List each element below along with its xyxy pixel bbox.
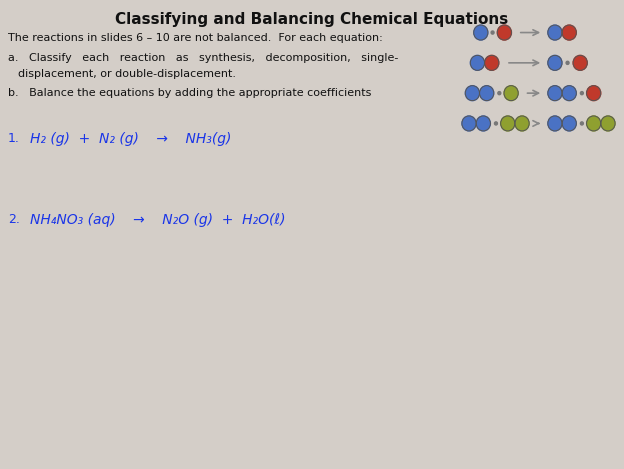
Circle shape: [566, 61, 569, 64]
Circle shape: [562, 25, 577, 40]
Circle shape: [476, 116, 490, 131]
Text: The reactions in slides 6 – 10 are not balanced.  For each equation:: The reactions in slides 6 – 10 are not b…: [8, 32, 383, 43]
Circle shape: [498, 91, 501, 95]
Circle shape: [466, 86, 479, 101]
Circle shape: [573, 55, 587, 70]
Text: 1.: 1.: [8, 132, 20, 145]
Circle shape: [497, 25, 512, 40]
Circle shape: [587, 116, 601, 131]
Circle shape: [562, 116, 577, 131]
Circle shape: [587, 86, 601, 101]
Text: b.   Balance the equations by adding the appropriate coefficients: b. Balance the equations by adding the a…: [8, 88, 371, 98]
Circle shape: [504, 86, 518, 101]
Circle shape: [580, 122, 583, 125]
Circle shape: [580, 91, 583, 95]
Circle shape: [548, 116, 562, 131]
Text: a.   Classify   each   reaction   as   synthesis,   decomposition,   single-: a. Classify each reaction as synthesis, …: [8, 53, 398, 63]
Circle shape: [548, 25, 562, 40]
Text: H₂ (g)  +  N₂ (g)    →    NH₃(g): H₂ (g) + N₂ (g) → NH₃(g): [30, 132, 232, 146]
Circle shape: [562, 86, 577, 101]
Circle shape: [601, 116, 615, 131]
Circle shape: [462, 116, 476, 131]
Text: 2.: 2.: [8, 213, 20, 227]
Circle shape: [494, 122, 497, 125]
Text: displacement, or double-displacement.: displacement, or double-displacement.: [18, 69, 236, 79]
Circle shape: [480, 86, 494, 101]
Text: Classifying and Balancing Chemical Equations: Classifying and Balancing Chemical Equat…: [115, 12, 509, 27]
Circle shape: [485, 55, 499, 70]
Circle shape: [548, 55, 562, 70]
Circle shape: [491, 31, 494, 34]
Circle shape: [548, 86, 562, 101]
Text: NH₄NO₃ (aq)    →    N₂O (g)  +  H₂O(ℓ): NH₄NO₃ (aq) → N₂O (g) + H₂O(ℓ): [30, 213, 286, 227]
Circle shape: [515, 116, 529, 131]
Circle shape: [500, 116, 515, 131]
Circle shape: [470, 55, 484, 70]
Circle shape: [474, 25, 488, 40]
